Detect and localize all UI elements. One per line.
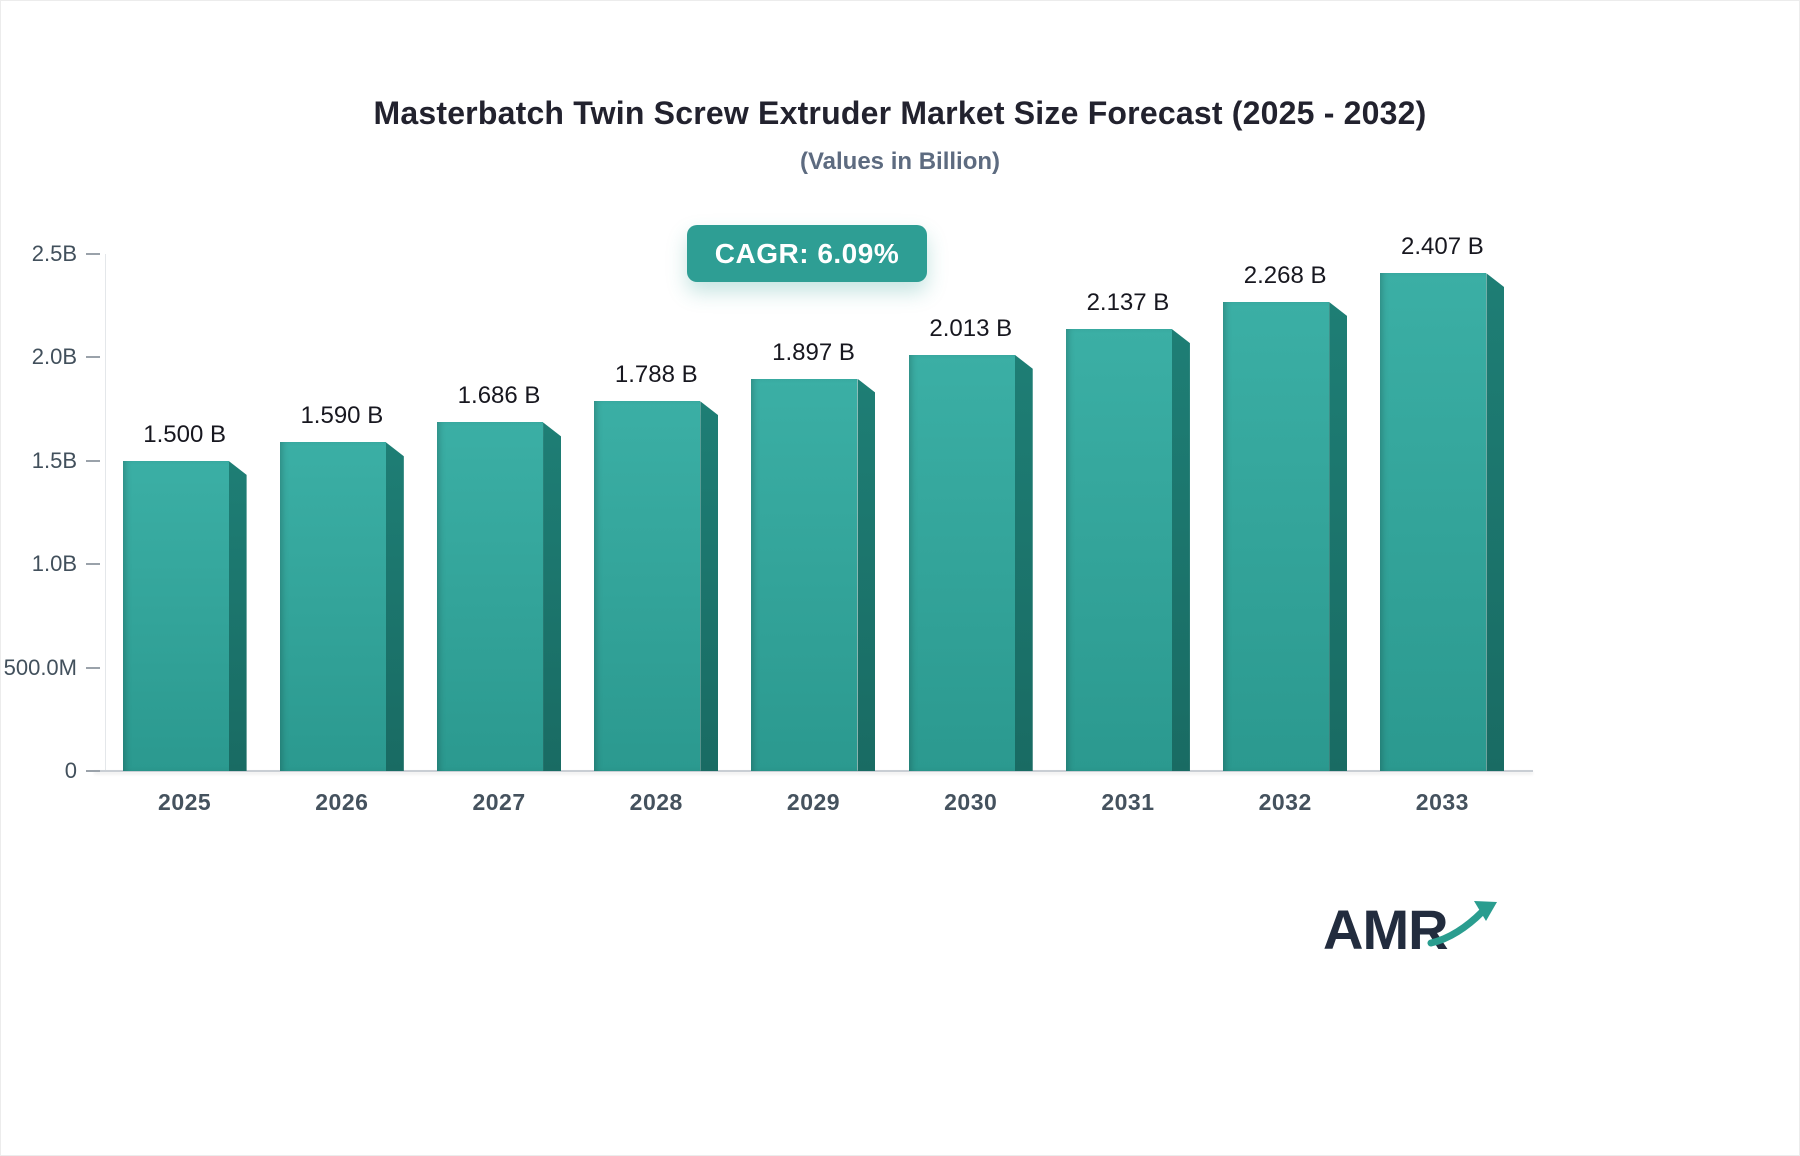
bar-front-face (122, 460, 229, 771)
bar-value-label: 1.788 B (614, 361, 698, 389)
cagr-badge: CAGR: 6.09% (687, 225, 927, 282)
bar: 1.686 B (437, 382, 562, 771)
x-axis-label: 2025 (158, 789, 212, 815)
bar-group: 1.500 B 2025 (106, 254, 263, 815)
chart-title: Masterbatch Twin Screw Extruder Market S… (373, 95, 1427, 131)
bar-front-face (1223, 301, 1330, 771)
y-axis-tick-label: 2.0B (31, 344, 77, 370)
bar: 1.500 B (122, 421, 247, 771)
x-axis-line (94, 770, 1533, 772)
x-axis-label: 2029 (786, 789, 841, 815)
bar-front-face (751, 378, 858, 771)
plot-area: 1.500 B 2025 1.590 B 2026 1.686 B 2027 1.788 B… (4, 233, 1533, 815)
bar-side-face (543, 422, 562, 771)
y-axis-line (105, 254, 106, 771)
y-axis-tick-label: 500.0M (3, 654, 77, 680)
y-axis-tick: 1.5B (32, 448, 100, 474)
bar-group: 2.268 B 2032 (1207, 254, 1364, 815)
bar-value-label: 1.500 B (143, 420, 226, 448)
bar-front-face (594, 401, 701, 771)
bar-side-face (700, 401, 719, 771)
chart-subtitle: (Values in Billion) (799, 148, 1001, 175)
y-axis-tick-mark (86, 770, 100, 772)
y-axis-tick-label: 1.5B (31, 447, 77, 473)
bar: 2.013 B (908, 315, 1033, 771)
bar-front-face (279, 442, 386, 771)
bar-group: 1.788 B 2028 (578, 254, 735, 815)
bar-group: 2.407 B 2033 (1364, 233, 1521, 815)
bar: 2.268 B (1223, 262, 1348, 771)
bar-side-face (385, 442, 404, 771)
bar-side-face (228, 460, 247, 771)
bar: 1.897 B (751, 339, 876, 771)
bar-group: 1.897 B 2029 (735, 254, 892, 815)
y-axis-tick-mark (86, 459, 100, 462)
x-axis-label: 2031 (1101, 789, 1155, 815)
bar-front-face (1065, 329, 1172, 771)
y-axis-tick: 2.5B (32, 241, 100, 267)
y-axis-tick: 1.0B (32, 551, 100, 577)
y-axis-tick: 0 (65, 758, 100, 784)
y-axis-tick-mark (86, 356, 100, 359)
bar-group: 2.137 B 2031 (1049, 254, 1206, 815)
y-axis-tick-mark (86, 253, 100, 255)
y-axis-tick-label: 0 (64, 758, 77, 783)
x-axis-label: 2028 (629, 789, 683, 815)
bar-side-face (1014, 354, 1033, 771)
bar-value-label: 1.590 B (300, 402, 384, 430)
bar-side-face (1329, 301, 1348, 771)
bar-group: 1.686 B 2027 (420, 254, 577, 815)
amr-logo: AMR (1323, 897, 1523, 967)
bar-side-face (1486, 273, 1505, 771)
bar-value-label: 2.013 B (929, 314, 1013, 342)
y-axis-tick-mark (86, 563, 100, 566)
y-axis-tick-mark (86, 666, 100, 669)
bar-value-label: 1.686 B (457, 382, 541, 410)
x-axis-label: 2033 (1415, 789, 1469, 815)
bar: 1.590 B (279, 402, 404, 771)
bar-front-face (437, 422, 544, 771)
x-axis-label: 2032 (1258, 789, 1312, 815)
bar-front-face (1380, 273, 1487, 771)
arrow-up-icon (1427, 901, 1497, 947)
y-axis-tick-label: 1.0B (31, 551, 77, 577)
x-axis-label: 2030 (944, 789, 998, 815)
y-axis-tick: 2.0B (32, 344, 100, 370)
x-axis-label: 2027 (472, 789, 526, 815)
bar: 2.407 B (1380, 233, 1505, 771)
bar-value-label: 2.407 B (1401, 233, 1484, 261)
bar-group: 2.013 B 2030 (892, 254, 1049, 815)
bar-side-face (1171, 329, 1190, 771)
x-axis-label: 2026 (315, 789, 369, 815)
bar-value-label: 2.137 B (1086, 289, 1170, 317)
bar: 2.137 B (1065, 289, 1190, 771)
bar: 1.788 B (594, 361, 719, 771)
bar-group: 1.590 B 2026 (263, 254, 420, 815)
bar-value-label: 1.897 B (772, 338, 855, 366)
amr-logo-text: AMR (1323, 898, 1449, 961)
bar-front-face (908, 354, 1015, 771)
bar-side-face (857, 378, 876, 771)
bar-value-label: 2.268 B (1243, 261, 1327, 289)
y-axis-tick-label: 2.5B (31, 241, 77, 266)
y-axis-tick: 500.0M (4, 655, 100, 681)
